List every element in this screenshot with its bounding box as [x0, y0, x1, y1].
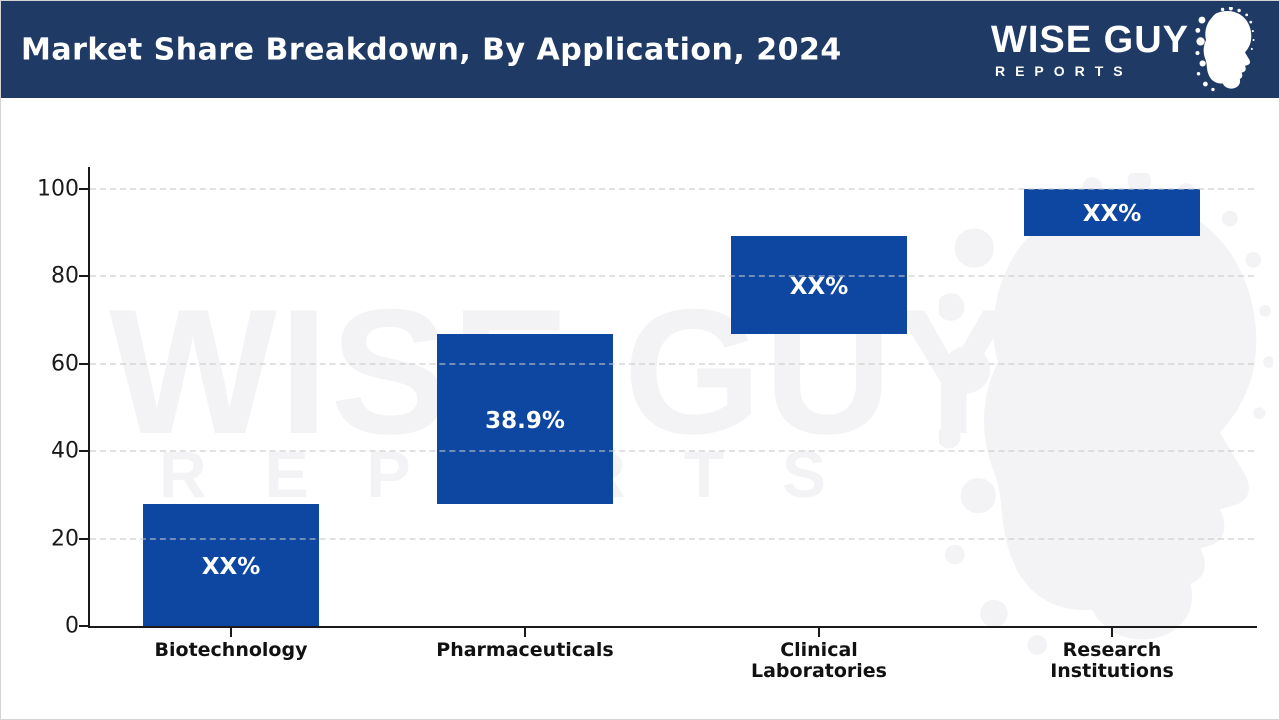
x-tick-mark	[230, 628, 232, 637]
gridline-40	[90, 450, 1254, 452]
y-tick-mark	[79, 275, 88, 277]
watermark-face-icon	[939, 173, 1273, 655]
bar-research-institutions	[1024, 188, 1200, 237]
bar-value-label: XX%	[1082, 201, 1142, 228]
y-tick-label: 80	[51, 263, 79, 289]
x-tick-mark	[524, 628, 526, 637]
x-axis-label: Clinical Laboratories	[689, 639, 949, 683]
chart-title: Market Share Breakdown, By Application, …	[21, 32, 842, 67]
brand-name: WISE GUY	[990, 19, 1189, 61]
x-axis-label: Pharmaceuticals	[395, 639, 655, 661]
brand-logo: WISE GUY REPORTS	[991, 7, 1267, 93]
x-tick-mark	[818, 628, 820, 637]
y-tick-label: 20	[51, 526, 79, 551]
x-axis-label: Research Institutions	[982, 639, 1242, 683]
y-tick-mark	[79, 362, 88, 365]
x-axis-line	[88, 626, 1257, 628]
brand-face-icon	[1195, 7, 1255, 92]
x-axis-label-line: Pharmaceuticals	[436, 639, 614, 661]
x-axis-label-line: Research	[1062, 639, 1162, 661]
x-axis-label-line: Biotechnology	[154, 639, 308, 661]
gridline-100	[90, 187, 1254, 190]
bar-biotechnology	[143, 504, 319, 626]
x-axis-label: Biotechnology	[101, 639, 361, 661]
gridline-20	[90, 537, 1254, 540]
bar-clinical-laboratories	[731, 236, 907, 335]
y-tick-label: 0	[65, 613, 79, 639]
x-tick-mark	[1111, 628, 1113, 637]
gridline-80	[90, 275, 1254, 277]
gridline-60	[90, 362, 1254, 365]
y-axis-line	[88, 167, 90, 628]
y-tick-label: 40	[51, 438, 79, 464]
x-axis-label-line: Clinical	[780, 639, 858, 661]
header-bar: Market Share Breakdown, By Application, …	[1, 1, 1279, 98]
bar-value-label: XX%	[201, 554, 261, 581]
y-tick-mark	[79, 450, 88, 452]
bar-value-label: XX%	[789, 274, 849, 301]
brand-subtitle: REPORTS	[994, 63, 1133, 79]
brand-logo-text: WISE GUY REPORTS	[991, 21, 1189, 79]
y-tick-mark	[79, 537, 88, 540]
y-tick-label: 100	[37, 176, 79, 201]
y-tick-mark	[79, 187, 88, 190]
y-tick-label: 60	[51, 351, 79, 376]
bar-value-label: 38.9%	[485, 408, 565, 435]
x-axis-label-line: Institutions	[1050, 660, 1174, 683]
x-axis-label-line: Laboratories	[751, 660, 887, 683]
y-tick-mark	[79, 625, 88, 627]
